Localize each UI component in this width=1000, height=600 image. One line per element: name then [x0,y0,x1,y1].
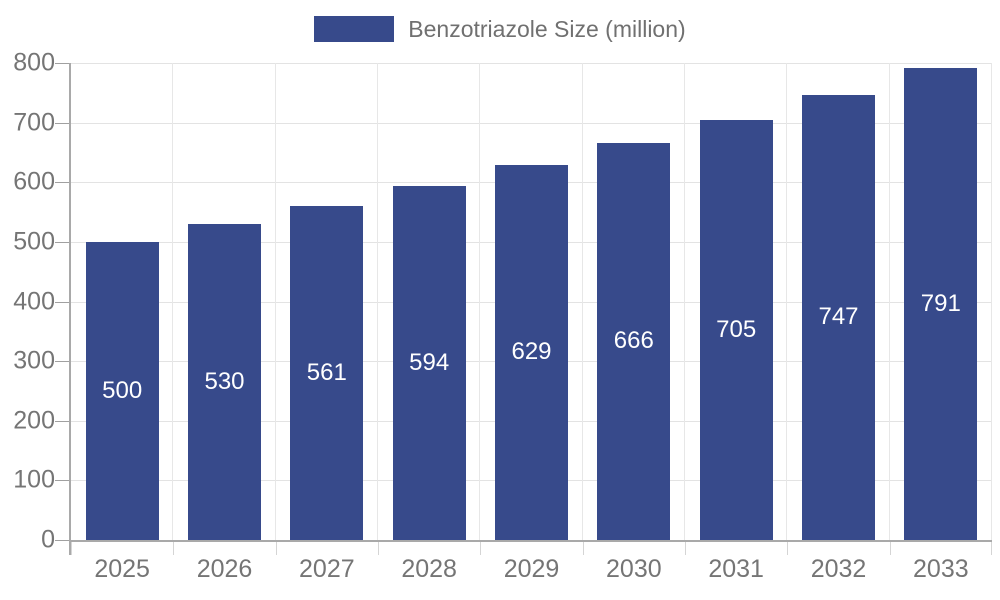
y-axis-tick [55,63,69,64]
bar-value-label: 791 [920,290,961,318]
horizontal-gridline [71,63,992,64]
y-axis-line [69,63,71,555]
bar[interactable] [85,241,159,540]
bar[interactable] [495,164,568,540]
x-axis-tick-label: 2026 [196,555,253,583]
vertical-gridline [274,63,276,540]
y-axis-tick-label: 800 [13,48,55,77]
horizontal-gridline [71,122,992,124]
x-axis-tick-label: 2032 [810,555,867,583]
y-axis-tick [55,540,69,541]
vertical-gridline [888,63,890,540]
x-axis-tick [378,542,379,555]
bar-value-label: 594 [409,348,450,376]
plot-area: 500 530 561 594 629 666 705 747 791 0 100 200 300 40… [13,50,992,582]
bar[interactable] [290,205,364,540]
x-axis-tick-label: 2027 [299,555,355,583]
vertical-gridline [479,63,481,540]
y-axis-tick [55,480,69,482]
x-axis-tick [685,542,686,555]
x-axis-tick-label: 2025 [94,555,150,583]
vertical-gridline [377,63,378,540]
bar-value-label: 629 [511,338,552,366]
x-axis-tick [582,542,584,555]
bar[interactable] [802,94,875,540]
x-axis-tick [275,542,277,555]
y-axis-tick [55,122,69,124]
vertical-gridline [786,63,788,540]
vertical-gridline [172,63,174,540]
y-axis-tick-label: 300 [13,346,55,375]
x-axis-tick [991,542,992,555]
y-axis-tick [55,182,69,184]
y-axis-tick-label: 700 [13,108,55,137]
x-axis-tick-label: 2030 [606,555,662,583]
y-axis-tick-label: 500 [13,227,55,256]
legend[interactable]: Benzotriazole Size (million) [0,16,1000,42]
x-axis-tick-label: 2031 [708,555,764,583]
x-axis-tick-label: 2033 [913,555,969,583]
vertical-gridline [684,63,685,540]
bar-value-label: 705 [716,315,757,343]
y-axis-tick-label: 400 [13,287,55,315]
vertical-gridline [581,63,583,540]
bar-value-label: 500 [102,376,143,404]
bar[interactable] [597,142,671,540]
legend-label: Benzotriazole Size (million) [408,16,686,42]
y-axis-tick [55,420,69,422]
x-axis-tick [480,542,482,555]
y-axis-tick-label: 0 [41,525,55,554]
y-axis-tick [55,301,69,303]
x-axis-tick [71,542,72,555]
bar-value-label: 666 [613,327,654,355]
bar[interactable] [392,185,466,540]
x-axis-tick [889,542,891,555]
bar-value-label: 747 [818,303,859,331]
x-axis-tick [173,542,175,555]
legend-swatch-icon [314,16,395,42]
bar-value-label: 530 [204,367,245,395]
vertical-gridline [991,63,992,540]
y-axis-tick [55,361,69,363]
bar[interactable] [188,224,261,540]
x-axis-tick-label: 2029 [503,555,560,583]
y-axis-tick-label: 100 [13,465,55,494]
bar[interactable] [699,119,773,540]
x-axis-tick-label: 2028 [401,555,457,583]
bar-value-label: 561 [306,358,347,386]
y-axis-tick-label: 200 [13,406,55,435]
y-axis-tick [55,241,69,243]
y-axis-tick-label: 600 [13,167,55,196]
bar[interactable] [904,68,978,540]
x-axis-line [69,540,992,542]
x-axis-tick [787,542,789,555]
